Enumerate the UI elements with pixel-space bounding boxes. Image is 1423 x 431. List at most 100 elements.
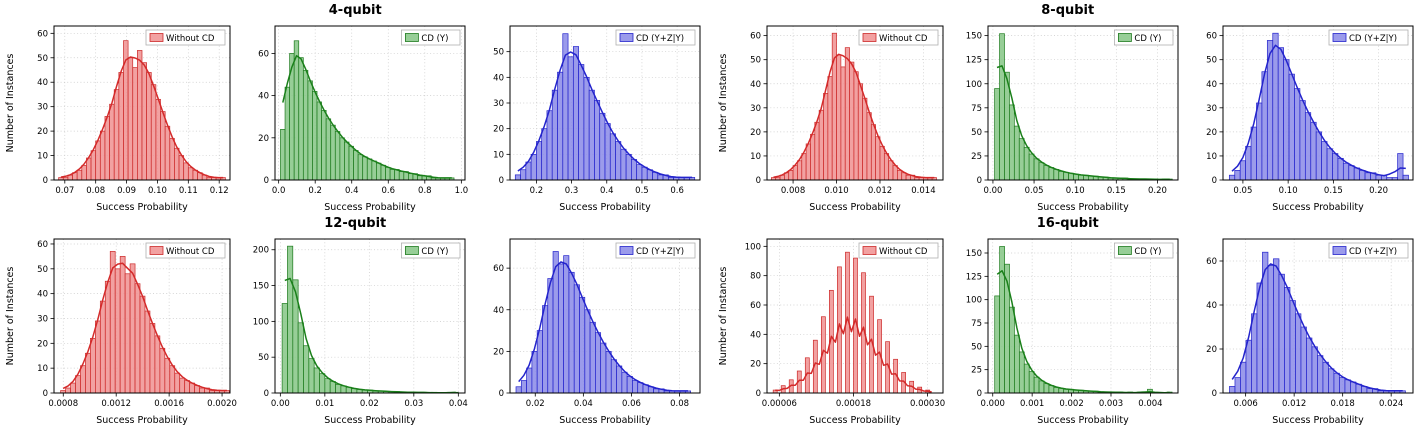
svg-text:0.002: 0.002	[1059, 399, 1083, 409]
x-axis-label: Success Probability	[559, 415, 651, 426]
group-title-4-qubit: 4-qubit	[328, 3, 382, 18]
chart-4qubit-cd-y: 0.0 0.2 0.4 0.6 0.8 1.0 0 20 40 60 Success Probabi…	[258, 25, 468, 213]
chart-8qubit-without-cd: 0.008 0.010 0.012 0.014 0 10 20 30 40 50 60 Success…	[718, 25, 943, 213]
group-12-qubit: 12-qubit 0.0008 0.0012 0.0016 0.0020 0 10 20 30…	[2, 215, 709, 428]
y-axis-label: Number of Instances	[5, 54, 16, 153]
svg-text:25: 25	[971, 366, 982, 376]
legend: CD (Y+Z|Y)	[1328, 242, 1408, 259]
axes-frame	[274, 25, 466, 181]
svg-text:0.01: 0.01	[315, 399, 334, 409]
group-4-qubit: 4-qubit 0.07 0.08 0.09 0.10 0.11 0.12 0 10 20 30 4…	[2, 2, 709, 215]
legend-swatch	[149, 246, 164, 255]
legend-label: CD (Y)	[421, 247, 448, 257]
x-axis-label: Success Probability	[324, 202, 416, 213]
legend-swatch	[862, 246, 876, 255]
legend-swatch	[1117, 33, 1132, 42]
svg-text:0.018: 0.018	[1330, 399, 1354, 409]
svg-text:0: 0	[264, 389, 269, 399]
tick-marks	[763, 35, 924, 184]
svg-text:0.05: 0.05	[1024, 186, 1043, 196]
tick-marks	[506, 51, 678, 184]
svg-text:0: 0	[755, 389, 760, 399]
chart-16qubit-cd-y-z-y: 0.006 0.012 0.018 0.024 0 20 40 60 Success Proba…	[1206, 238, 1413, 426]
group-16-qubit: 16-qubit 0.00006 0.00018 0.00030 0 20 40 60 80 1…	[715, 215, 1422, 428]
svg-text:0.10: 0.10	[1278, 186, 1297, 196]
axes-frame	[53, 238, 231, 394]
axes-frame	[1222, 25, 1413, 181]
svg-text:0.000: 0.000	[980, 399, 1004, 409]
svg-text:50: 50	[750, 56, 761, 66]
svg-text:40: 40	[493, 73, 504, 83]
svg-text:0.6: 0.6	[670, 186, 684, 196]
tick-marks	[984, 35, 1158, 184]
svg-text:0.15: 0.15	[1106, 186, 1125, 196]
svg-text:80: 80	[750, 272, 761, 282]
svg-text:20: 20	[258, 134, 269, 144]
legend-swatch	[1332, 33, 1346, 42]
svg-text:0.008: 0.008	[780, 186, 804, 196]
svg-text:0.20: 0.20	[1147, 186, 1166, 196]
charts-row-4-qubit: 0.07 0.08 0.09 0.10 0.11 0.12 0 10 20 30 40 50 60 Suc…	[2, 19, 709, 215]
svg-text:0: 0	[499, 389, 504, 399]
svg-text:0.00030: 0.00030	[909, 399, 944, 409]
legend-label: CD (Y+Z|Y)	[636, 247, 684, 257]
chart-8qubit-cd-y-z-y: 0.05 0.10 0.15 0.20 0 10 20 30 40 50 60 Success Pro…	[1206, 25, 1413, 213]
svg-text:30: 30	[493, 99, 504, 109]
svg-text:60: 60	[1206, 257, 1217, 267]
legend-swatch	[404, 246, 419, 255]
svg-text:0.11: 0.11	[179, 186, 198, 196]
svg-text:0.024: 0.024	[1378, 399, 1402, 409]
svg-text:0.2: 0.2	[530, 186, 544, 196]
x-axis-label: Success Probability	[324, 415, 416, 426]
svg-text:10: 10	[37, 364, 48, 374]
svg-text:60: 60	[750, 32, 761, 42]
legend-label: CD (Y+Z|Y)	[1349, 247, 1397, 257]
x-axis-label: Success Probability	[1037, 415, 1129, 426]
histogram-bars	[772, 251, 930, 394]
svg-text:100: 100	[965, 80, 981, 90]
legend-label: CD (Y)	[1134, 34, 1161, 44]
svg-text:0.0008: 0.0008	[48, 399, 78, 409]
svg-text:50: 50	[971, 342, 982, 352]
x-axis-label: Success Probability	[1272, 202, 1364, 213]
svg-text:0.02: 0.02	[526, 399, 545, 409]
legend: CD (Y)	[1113, 242, 1173, 259]
svg-text:20: 20	[750, 128, 761, 138]
svg-text:40: 40	[750, 80, 761, 90]
kde-curve	[996, 65, 1170, 181]
svg-text:0.0: 0.0	[272, 186, 286, 196]
svg-text:50: 50	[1206, 56, 1217, 66]
tick-marks	[1219, 35, 1379, 184]
svg-text:0.006: 0.006	[1233, 399, 1257, 409]
svg-text:40: 40	[37, 290, 48, 300]
svg-text:0: 0	[43, 389, 48, 399]
legend-label: CD (Y+Z|Y)	[636, 34, 684, 44]
svg-text:50: 50	[971, 128, 982, 138]
svg-text:150: 150	[253, 282, 269, 292]
svg-text:20: 20	[1206, 345, 1217, 355]
svg-text:30: 30	[750, 104, 761, 114]
chart-16qubit-without-cd: 0.00006 0.00018 0.00030 0 20 40 60 80 100 Success…	[718, 238, 945, 426]
svg-text:100: 100	[744, 242, 760, 252]
histogram-bars	[1228, 32, 1409, 181]
chart-16qubit-cd-y: 0.000 0.001 0.002 0.003 0.004 0 25 50 75 100 125 15…	[965, 238, 1178, 426]
svg-text:75: 75	[971, 104, 982, 114]
svg-text:200: 200	[253, 246, 269, 256]
svg-text:40: 40	[1206, 80, 1217, 90]
svg-text:50: 50	[493, 48, 504, 58]
svg-text:60: 60	[750, 301, 761, 311]
svg-text:150: 150	[965, 32, 981, 42]
axes-frame	[766, 238, 943, 394]
chart-4qubit-cd-y-z-y: 0.2 0.3 0.4 0.5 0.6 0 10 20 30 40 50 Success Probab…	[493, 25, 701, 213]
axes-frame	[766, 25, 943, 181]
svg-text:0.00006: 0.00006	[761, 399, 796, 409]
histogram-bars	[993, 33, 1173, 181]
svg-text:50: 50	[37, 265, 48, 275]
svg-text:0: 0	[499, 176, 504, 186]
svg-text:0.00018: 0.00018	[835, 399, 870, 409]
histogram-bars	[1228, 251, 1406, 394]
svg-text:0.08: 0.08	[86, 186, 105, 196]
legend: CD (Y)	[1113, 29, 1173, 46]
y-axis-label: Number of Instances	[5, 267, 16, 366]
